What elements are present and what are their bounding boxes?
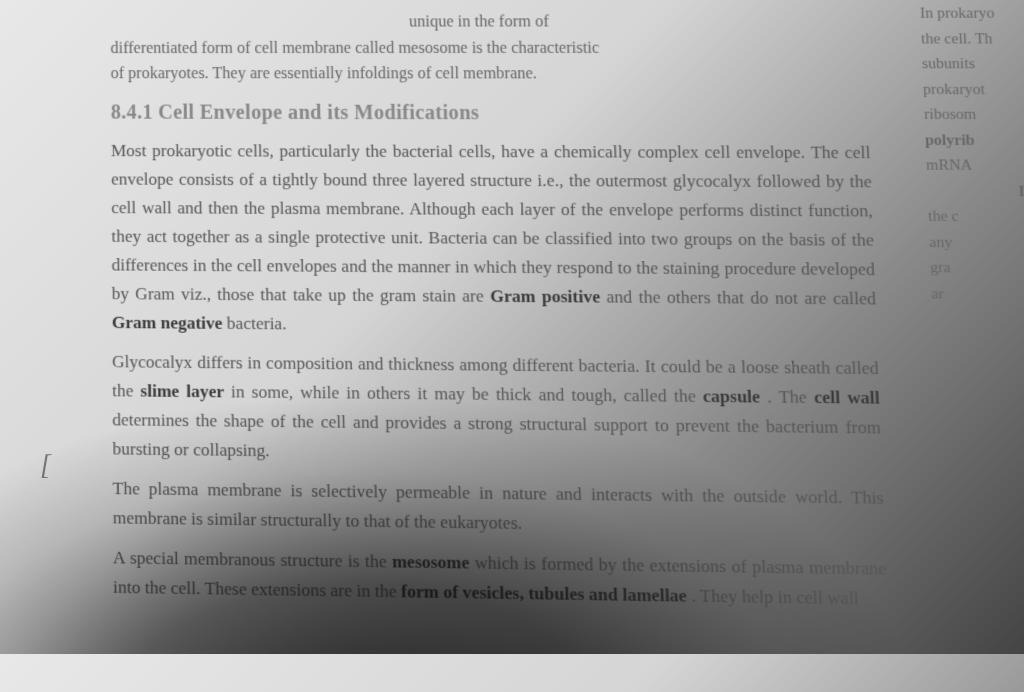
p2-text-4: determines the shape of the cell and pro… <box>112 410 881 461</box>
rc-w12: ar <box>931 282 1024 307</box>
rc-w5: ribosom <box>924 103 1024 127</box>
rc-w2: the cell. Th <box>921 27 1024 50</box>
partial-line-2: differentiated form of cell membrane cal… <box>110 35 856 61</box>
rc-w8: In <box>927 180 1024 204</box>
p1-text-3: bacteria. <box>227 313 287 333</box>
p4-text-1: A special membranous structure is the <box>113 548 392 572</box>
rc-w11: gra <box>930 256 1024 280</box>
partial-line-1: unique in the form of <box>110 9 855 36</box>
p1-bold-gram-positive: Gram positive <box>490 286 600 307</box>
p1-text-2: and the others that do not are called <box>606 287 876 309</box>
margin-bracket: [ <box>40 450 51 482</box>
p4-text-3: . They help in cell wall <box>691 586 859 609</box>
partial-line-3: of prokaryotes. They are essentially inf… <box>111 61 858 87</box>
p2-text-2: in some, while in others it may be thick… <box>231 382 703 406</box>
p2-bold-capsule: capsule <box>703 386 761 407</box>
p2-text-3: . The <box>767 387 814 408</box>
rc-w7: mRNA <box>926 154 1024 178</box>
paragraph-3: The plasma membrane is selectively perme… <box>113 475 1024 546</box>
section-heading: 8.4.1 Cell Envelope and its Modification… <box>111 101 1024 126</box>
paragraph-1: Most prokaryotic cells, particularly the… <box>111 137 1024 345</box>
p4-bold-mesosome: mesosome <box>392 552 470 573</box>
rc-w6: polyrib <box>925 129 1024 153</box>
paragraph-2: Glycocalyx differs in composition and th… <box>112 348 1024 475</box>
rc-w3: subunits <box>922 53 1024 76</box>
partial-top-text: unique in the form of differentiated for… <box>110 8 1024 87</box>
textbook-page: unique in the form of differentiated for… <box>0 0 1024 692</box>
p2-bold-slime-layer: slime layer <box>140 381 224 402</box>
rc-w1: In prokaryo <box>920 2 1024 25</box>
p4-bold-vesicles: form of vesicles, tubules and lamellae <box>401 582 687 607</box>
next-page-column: In prokaryo the cell. Th subunits prokar… <box>920 2 1024 309</box>
paragraph-4: A special membranous structure is the me… <box>113 544 1024 618</box>
p1-bold-gram-negative: Gram negative <box>112 313 223 333</box>
rc-w4: prokaryot <box>923 78 1024 101</box>
rc-w9: the c <box>928 205 1024 229</box>
p3-text-1: The plasma membrane is selectively perme… <box>113 479 884 534</box>
p1-text-1: Most prokaryotic cells, particularly the… <box>111 141 875 306</box>
p2-bold-cell-wall: cell wall <box>814 387 880 408</box>
rc-w10: any <box>929 231 1024 255</box>
